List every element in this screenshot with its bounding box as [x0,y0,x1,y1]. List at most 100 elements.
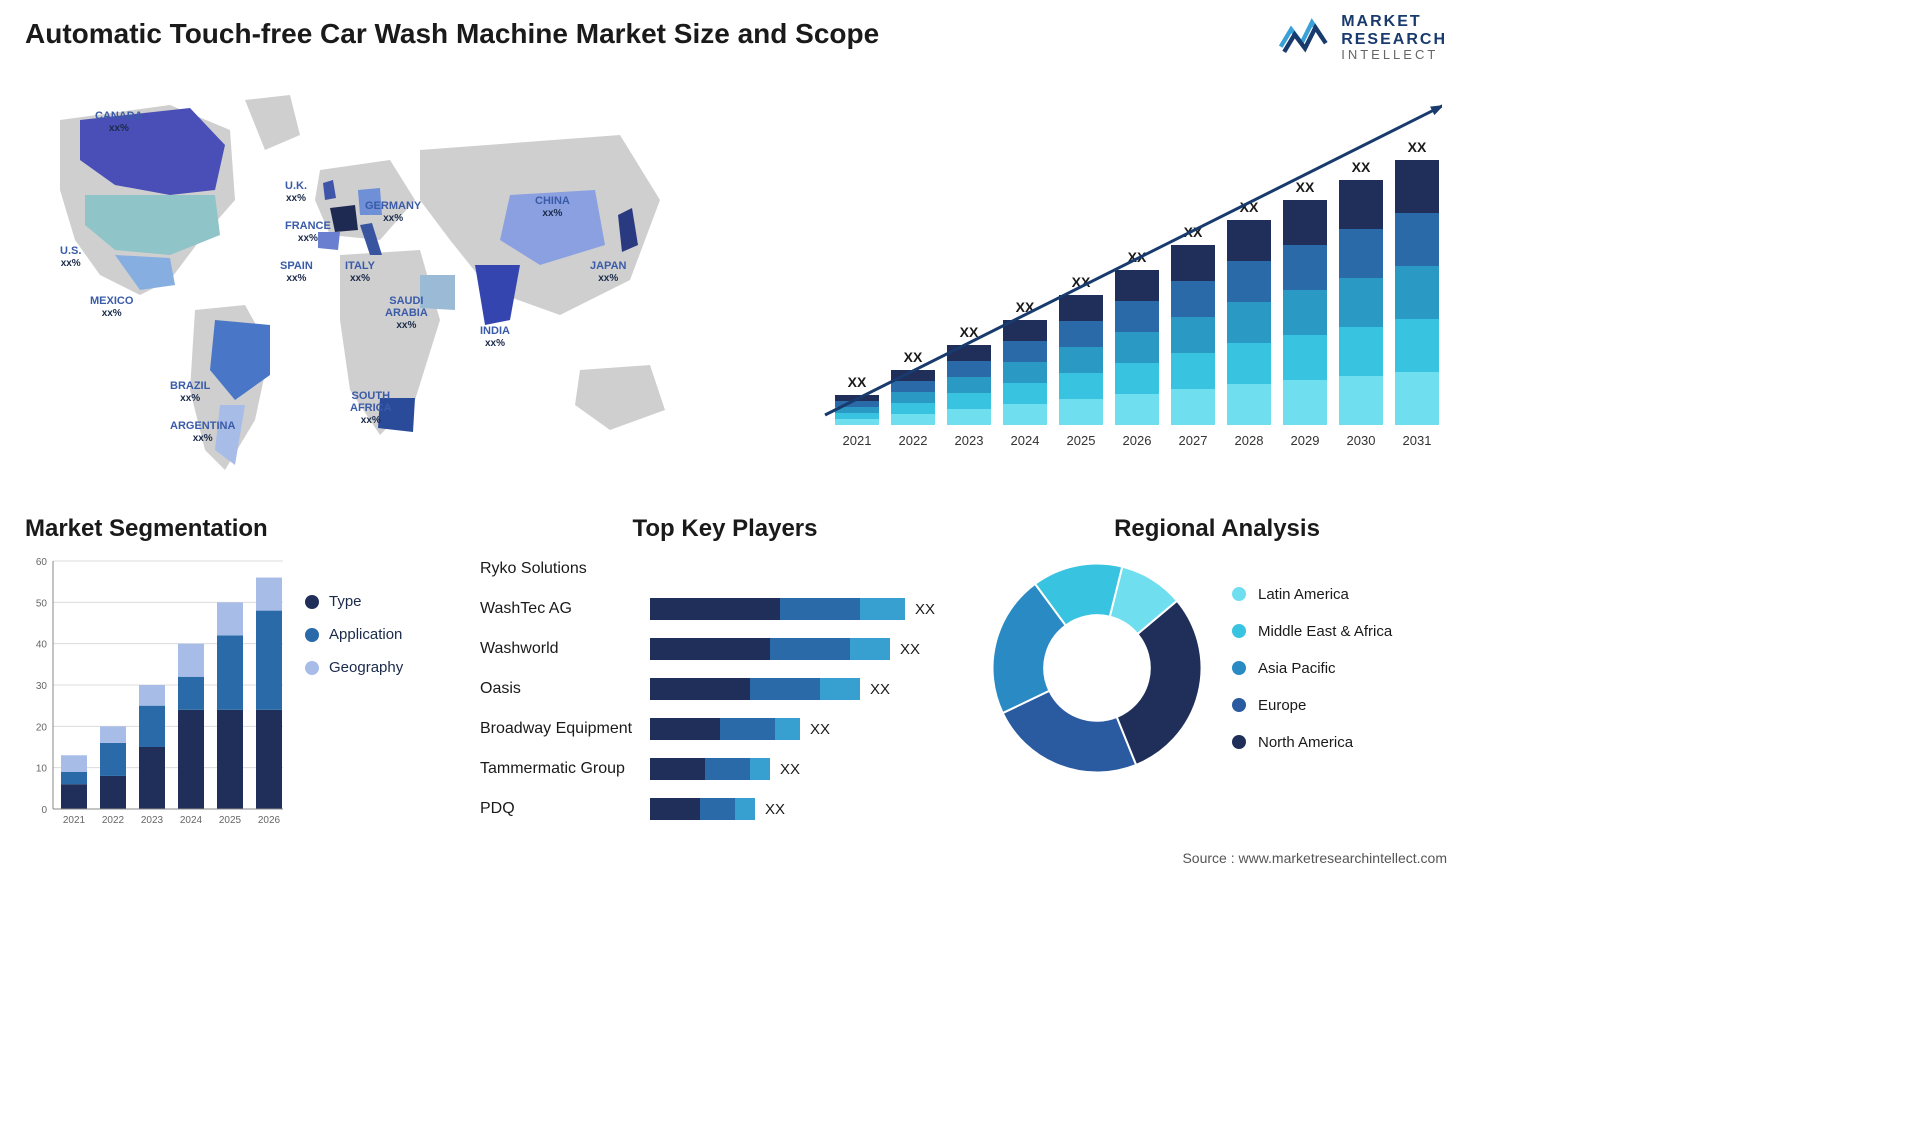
map-label: JAPANxx% [590,260,626,284]
segmentation-title: Market Segmentation [25,515,445,543]
main-bar-seg [1339,180,1383,229]
main-bar-seg [947,345,991,361]
player-bar-seg [650,678,750,700]
legend-swatch [1232,587,1246,601]
main-bar-seg [1059,399,1103,425]
legend-label: Europe [1258,697,1306,714]
map-label: MEXICOxx% [90,295,133,319]
ytick-label: 60 [36,557,48,568]
player-bar-seg [820,678,860,700]
player-value: XX [810,721,830,738]
player-bar-seg [850,638,890,660]
player-bar-seg [650,598,780,620]
legend-swatch [305,661,319,675]
market-size-chart: XXXXXXXXXXXXXXXXXXXXXX 20212022202320242… [822,90,1442,460]
seg-year: 2024 [180,815,203,826]
main-bar-seg [1003,404,1047,425]
main-bar-label: XX [1296,179,1315,195]
player-bar [650,638,890,660]
world-map: CANADAxx%U.S.xx%MEXICOxx%BRAZILxx%ARGENT… [20,80,700,480]
seg-bar-seg [100,776,126,809]
main-bar-year: 2023 [955,433,984,448]
player-value: XX [900,641,920,658]
player-bar-seg [700,798,735,820]
player-bar [650,758,770,780]
main-bar-seg [1395,160,1439,213]
seg-legend-item: Application [305,626,403,643]
main-bar-seg [1227,302,1271,343]
segmentation-section: Market Segmentation 0102030405060 202120… [25,515,445,833]
ytick-label: 0 [41,805,47,816]
player-row: WashTec AGXX [480,589,970,629]
main-bar-seg [1227,220,1271,261]
main-bar-seg [891,414,935,425]
map-label: ARGENTINAxx% [170,420,235,444]
player-bar-seg [735,798,755,820]
logo-text-3: INTELLECT [1341,48,1447,62]
main-bar-year: 2021 [843,433,872,448]
seg-bar-seg [178,644,204,677]
main-bar-year: 2027 [1179,433,1208,448]
players-title: Top Key Players [480,515,970,543]
player-value: XX [765,801,785,818]
player-bar-seg [750,678,820,700]
seg-bar-seg [100,743,126,776]
player-name: Oasis [480,680,650,698]
players-list: Ryko SolutionsWashTec AGXXWashworldXXOas… [480,549,970,829]
seg-year: 2021 [63,815,86,826]
map-label: ITALYxx% [345,260,375,284]
player-bar-seg [650,718,720,740]
player-bar-wrap: XX [650,758,970,780]
legend-label: Middle East & Africa [1258,623,1392,640]
logo-text-1: MARKET [1341,13,1447,31]
seg-bar-seg [217,635,243,709]
player-row: Ryko Solutions [480,549,970,589]
legend-label: North America [1258,734,1353,751]
seg-bar-seg [139,706,165,747]
player-bar-seg [775,718,800,740]
seg-year: 2025 [219,815,242,826]
map-label: SAUDIARABIAxx% [385,295,428,331]
seg-bar-seg [139,747,165,809]
player-bar-seg [650,798,700,820]
seg-year: 2023 [141,815,164,826]
main-bar-seg [1003,383,1047,404]
seg-bar-seg [61,784,87,809]
main-bar-seg [1171,281,1215,317]
main-bar-seg [1227,343,1271,384]
ytick-label: 30 [36,681,48,692]
main-bar-seg [1115,363,1159,394]
legend-swatch [305,628,319,642]
player-row: PDQXX [480,789,970,829]
player-bar-wrap: XX [650,678,970,700]
main-bar-seg [1339,229,1383,278]
map-india [475,265,520,325]
legend-label: Application [329,626,402,643]
main-bar-seg [1171,317,1215,353]
regional-legend-item: Latin America [1232,586,1392,603]
player-bar-seg [750,758,770,780]
main-bar-label: XX [1408,139,1427,155]
main-bar-seg [1283,290,1327,335]
main-bar-seg [1339,278,1383,327]
player-bar-wrap: XX [650,638,970,660]
seg-legend-item: Type [305,593,403,610]
main-bar-seg [1227,384,1271,425]
main-bar-label: XX [848,374,867,390]
main-bar-seg [947,393,991,409]
market-size-svg: XXXXXXXXXXXXXXXXXXXXXX 20212022202320242… [822,90,1442,460]
main-bar-seg [1227,261,1271,302]
main-bar-seg [1059,321,1103,347]
player-row: OasisXX [480,669,970,709]
map-label: BRAZILxx% [170,380,210,404]
ytick-label: 50 [36,598,48,609]
map-label: GERMANYxx% [365,200,421,224]
seg-bar-seg [61,772,87,784]
main-bar-seg [1059,347,1103,373]
brand-logo: MARKET RESEARCH INTELLECT [1279,12,1447,64]
player-name: Tammermatic Group [480,760,650,778]
main-bar-seg [835,419,879,425]
main-bar-seg [1059,295,1103,321]
main-bar-year: 2026 [1123,433,1152,448]
seg-legend-item: Geography [305,659,403,676]
